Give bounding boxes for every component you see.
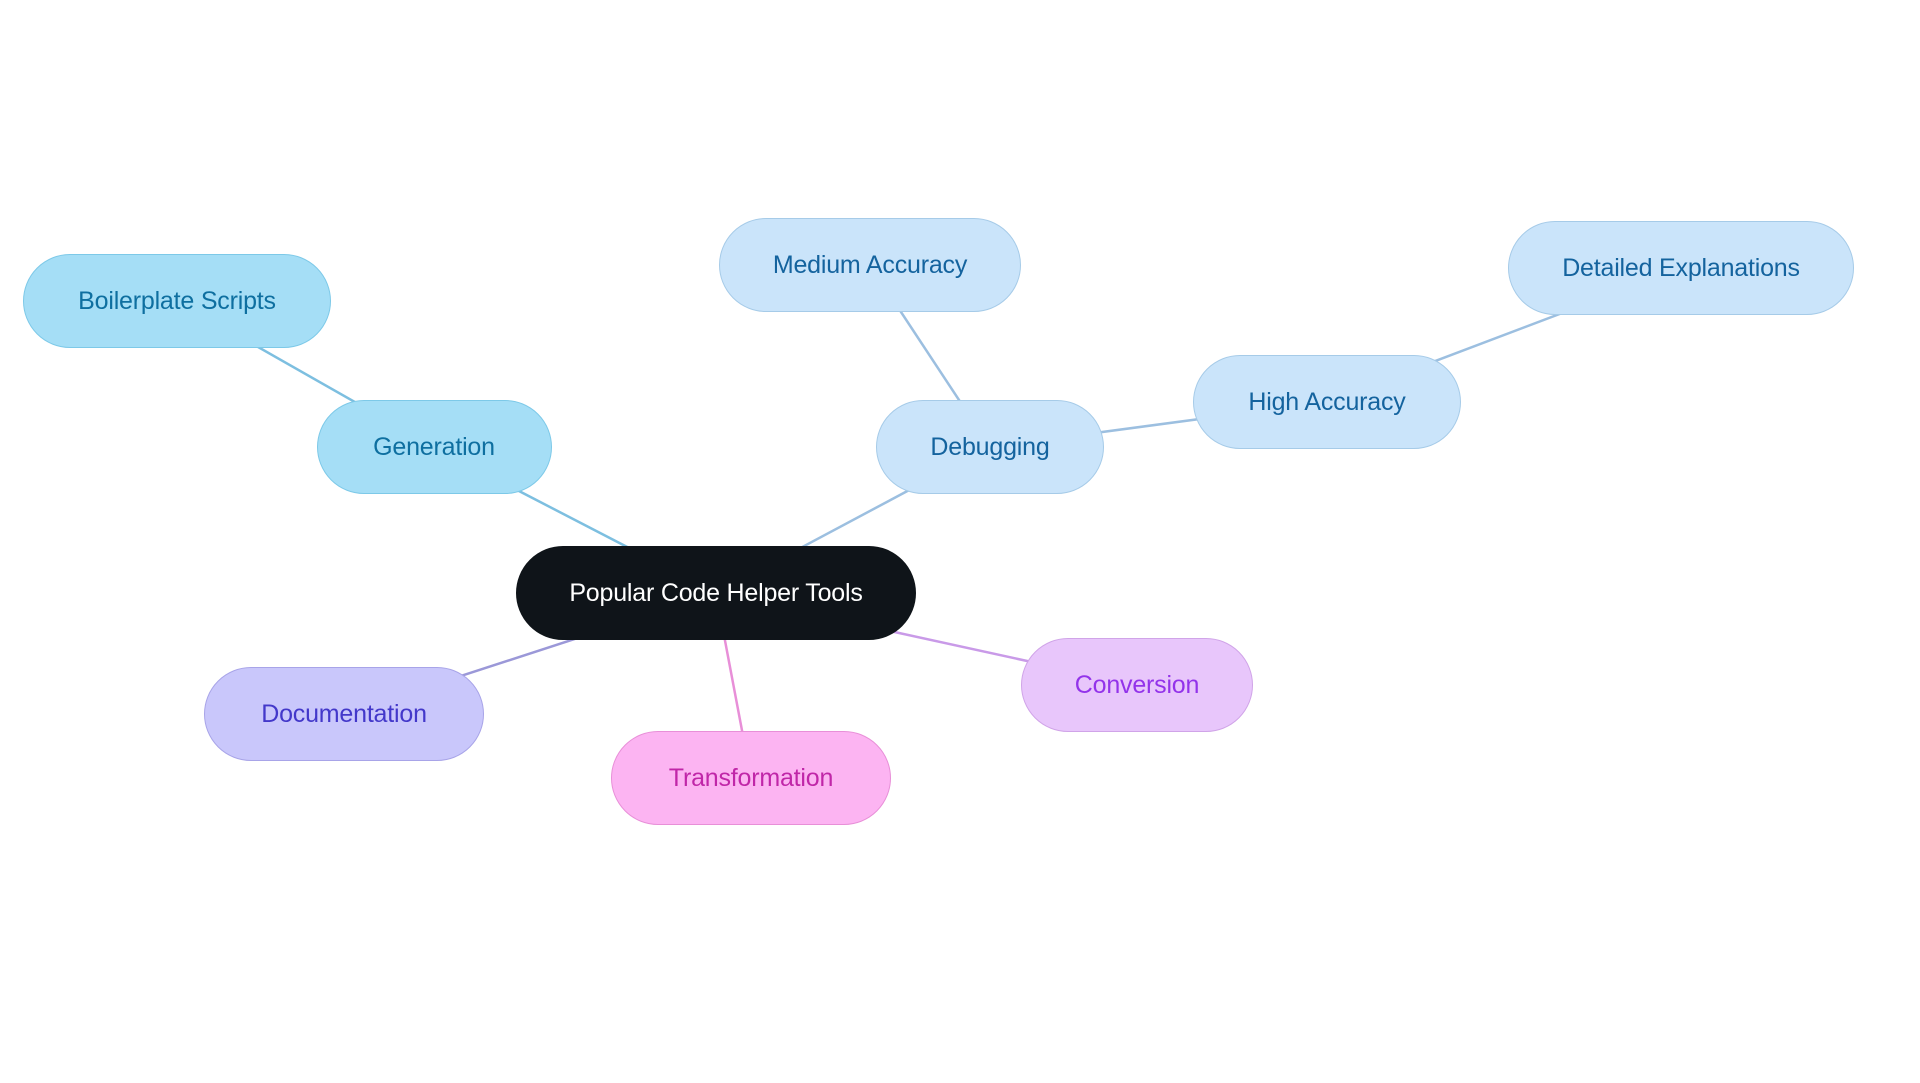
node-boilerplate[interactable]: Boilerplate Scripts: [23, 254, 331, 348]
node-conversion[interactable]: Conversion: [1021, 638, 1253, 732]
node-generation[interactable]: Generation: [317, 400, 552, 494]
node-label: Medium Accuracy: [773, 251, 967, 280]
node-high_accuracy[interactable]: High Accuracy: [1193, 355, 1461, 449]
node-label: Debugging: [930, 433, 1049, 462]
node-label: Conversion: [1075, 671, 1199, 700]
node-debugging[interactable]: Debugging: [876, 400, 1104, 494]
node-label: Popular Code Helper Tools: [569, 579, 862, 608]
node-label: Detailed Explanations: [1562, 254, 1800, 283]
node-detailed_explanations[interactable]: Detailed Explanations: [1508, 221, 1854, 315]
node-label: Transformation: [669, 764, 833, 793]
node-root[interactable]: Popular Code Helper Tools: [516, 546, 916, 640]
mindmap-canvas: Popular Code Helper Tools Generation Boile…: [0, 0, 1920, 1083]
node-label: Generation: [373, 433, 495, 462]
node-transformation[interactable]: Transformation: [611, 731, 891, 825]
node-label: High Accuracy: [1248, 388, 1405, 417]
node-documentation[interactable]: Documentation: [204, 667, 484, 761]
node-label: Documentation: [261, 700, 427, 729]
node-label: Boilerplate Scripts: [78, 287, 276, 316]
node-medium_accuracy[interactable]: Medium Accuracy: [719, 218, 1021, 312]
edges-layer: [0, 0, 1920, 1083]
